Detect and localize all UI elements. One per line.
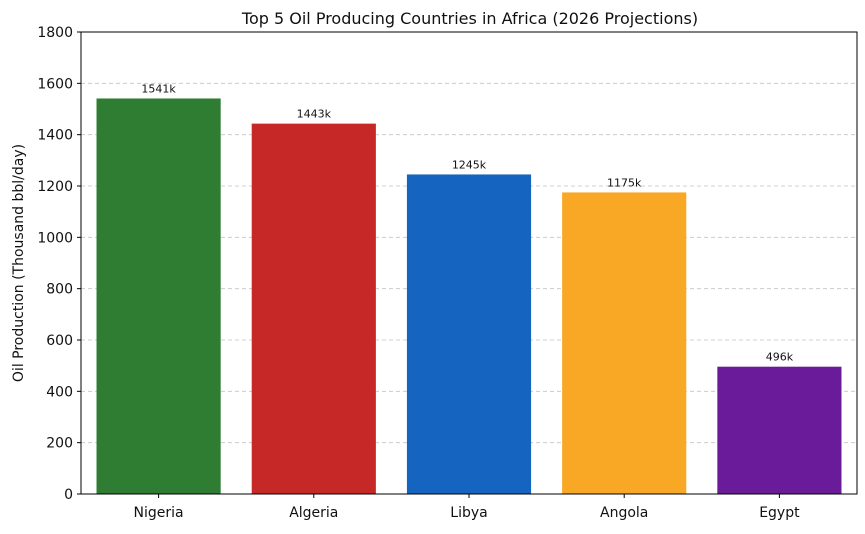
- y-tick-label: 1800: [37, 25, 73, 41]
- x-tick-label-angola: Angola: [600, 505, 648, 521]
- bar-label-libya: 1245k: [452, 158, 487, 171]
- bar-label-angola: 1175k: [607, 176, 642, 189]
- x-tick-label-libya: Libya: [450, 505, 487, 521]
- bar-libya: [406, 174, 532, 494]
- y-axis-ticks: 0 200 400 600 800 1000 1200 1400 1600 1800: [37, 25, 81, 503]
- y-tick-label: 1400: [37, 128, 73, 144]
- y-tick-label: 400: [46, 384, 73, 400]
- bar-nigeria: [96, 98, 221, 494]
- bar-label-algeria: 1443k: [297, 108, 332, 121]
- bar-algeria: [251, 123, 376, 494]
- bar-angola: [562, 192, 687, 494]
- bar-label-egypt: 496k: [766, 351, 794, 364]
- y-tick-label: 1000: [37, 230, 73, 246]
- bar-label-nigeria: 1541k: [141, 82, 176, 95]
- bar-egypt: [717, 366, 842, 494]
- y-tick-label: 600: [46, 333, 73, 349]
- y-axis-label: Oil Production (Thousand bbl/day): [11, 144, 27, 382]
- x-tick-label-egypt: Egypt: [759, 505, 800, 521]
- bar-data-labels: 1541k 1443k 1245k 1175k 496k: [141, 82, 793, 363]
- plot-frame: [80, 31, 858, 495]
- y-tick-label: 0: [64, 487, 73, 503]
- y-tick-label: 1200: [37, 179, 73, 195]
- x-axis-ticks: Nigeria Algeria Libya Angola Egypt: [134, 494, 800, 521]
- chart-title: Top 5 Oil Producing Countries in Africa …: [241, 9, 698, 28]
- bars: [96, 98, 842, 494]
- y-tick-label: 1600: [37, 76, 73, 92]
- x-tick-label-algeria: Algeria: [289, 505, 338, 521]
- y-tick-label: 200: [46, 436, 73, 452]
- x-tick-label-nigeria: Nigeria: [134, 505, 184, 521]
- y-tick-label: 800: [46, 282, 73, 298]
